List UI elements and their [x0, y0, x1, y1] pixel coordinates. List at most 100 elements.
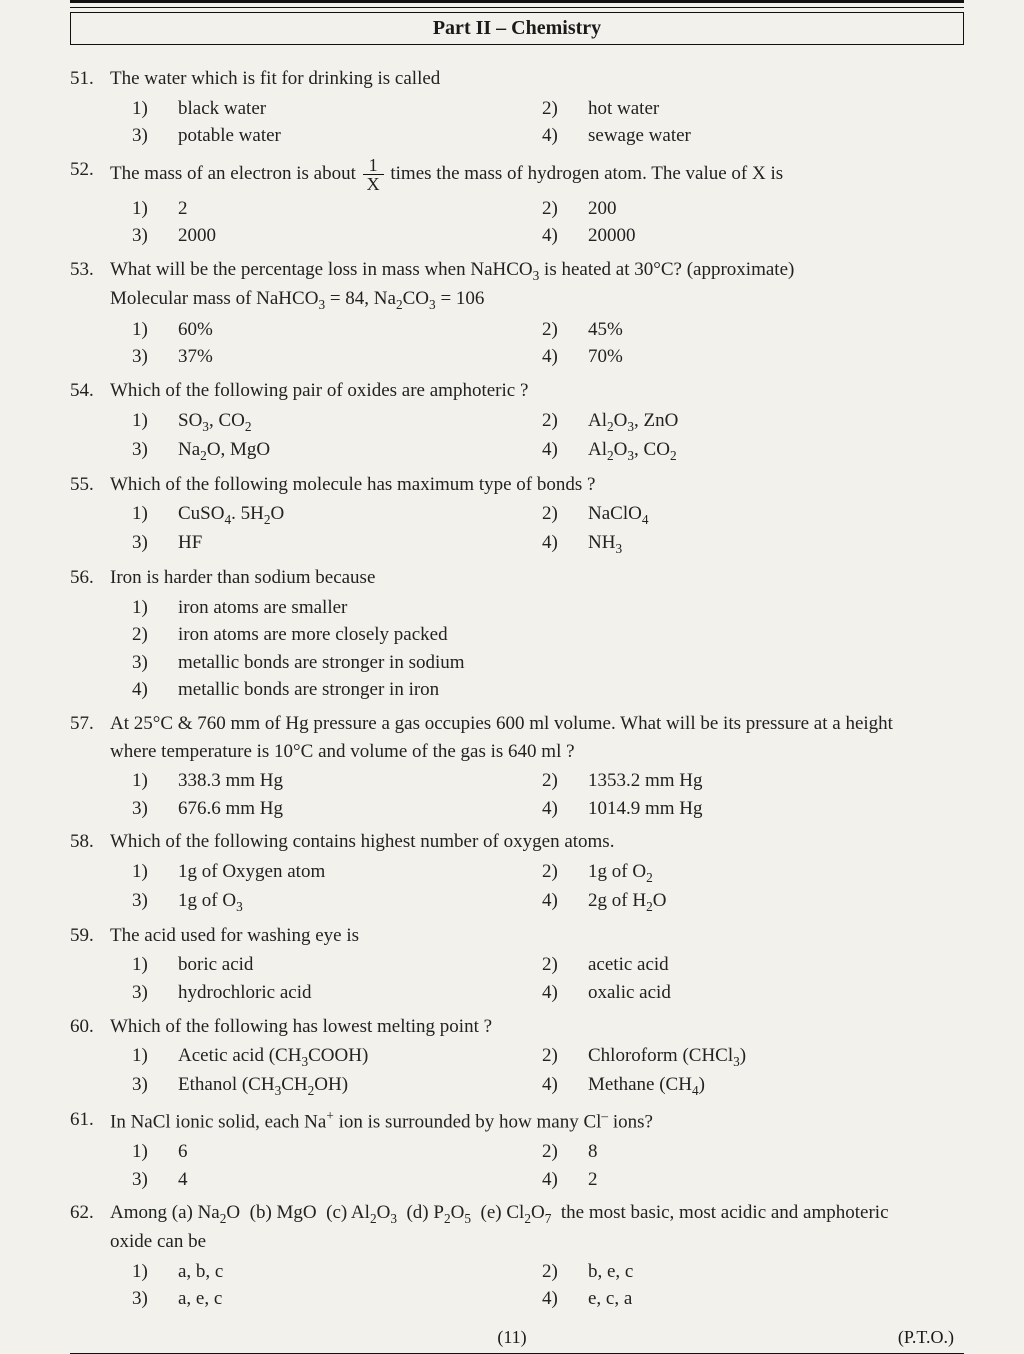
question-number: 52.	[70, 156, 110, 184]
option-text: 1g of Oxygen atom	[178, 858, 325, 886]
question: 58.Which of the following contains highe…	[70, 828, 964, 916]
question-number: 55.	[70, 471, 110, 499]
option-text: 1g of O3	[178, 887, 243, 916]
questions-container: 51.The water which is fit for drinking i…	[70, 65, 964, 1313]
option: 3)676.6 mm Hg	[110, 795, 520, 823]
option-text: 37%	[178, 343, 213, 371]
options: 1)black water2)hot water3)potable water4…	[110, 95, 930, 150]
options: 1)60%2)45%3)37%4)70%	[110, 316, 930, 371]
option: 4)70%	[520, 343, 930, 371]
question-stem: Which of the following contains highest …	[110, 828, 930, 856]
option: 3)37%	[110, 343, 520, 371]
option-text: 2	[178, 195, 188, 223]
option-text: b, e, c	[588, 1258, 633, 1286]
options: 1)boric acid2)acetic acid3)hydrochloric …	[110, 951, 930, 1006]
options: 1)22)2003)20004)20000	[110, 195, 930, 250]
option-text: hot water	[588, 95, 659, 123]
option-text: potable water	[178, 122, 281, 150]
question-stem: Iron is harder than sodium because	[110, 564, 930, 592]
option-number: 2)	[542, 1258, 588, 1286]
option-number: 1)	[132, 1042, 178, 1070]
options: 1)Acetic acid (CH3COOH) 2)Chloroform (CHC…	[110, 1042, 930, 1100]
option-text: HF	[178, 529, 202, 557]
option: 2)b, e, c	[520, 1258, 930, 1286]
option-number: 1)	[132, 500, 178, 528]
question-body: Iron is harder than sodium because1)iron…	[110, 564, 930, 704]
option: 3)1g of O3	[110, 887, 520, 916]
option-number: 2)	[542, 1042, 588, 1070]
option: 4)1014.9 mm Hg	[520, 795, 930, 823]
option-text: 4	[178, 1166, 188, 1194]
option: 2)8	[520, 1138, 930, 1166]
option-number: 3)	[132, 1166, 178, 1194]
section-header: Part II – Chemistry	[70, 12, 964, 45]
option-text: 2g of H2O	[588, 887, 666, 916]
option-text: black water	[178, 95, 266, 123]
option-text: 20000	[588, 222, 636, 250]
option-number: 2)	[542, 316, 588, 344]
options: 1)SO3, CO22)Al2O3, ZnO3)Na2O, MgO4)Al2O3…	[110, 407, 930, 465]
option: 1)a, b, c	[110, 1258, 520, 1286]
option-text: metallic bonds are stronger in sodium	[178, 649, 465, 677]
question-body: Among (a) Na2O (b) MgO (c) Al2O3 (d) P2O…	[110, 1199, 930, 1313]
question-stem: Which of the following pair of oxides ar…	[110, 377, 930, 405]
option: 1)iron atoms are smaller	[110, 594, 930, 622]
option: 4)2g of H2O	[520, 887, 930, 916]
option-number: 2)	[132, 621, 178, 649]
question: 56.Iron is harder than sodium because1)i…	[70, 564, 964, 704]
option-number: 3)	[132, 795, 178, 823]
option-number: 2)	[542, 500, 588, 528]
question-stem: In NaCl ionic solid, each Na+ ion is sur…	[110, 1106, 930, 1136]
option-number: 3)	[132, 1285, 178, 1313]
options: 1)iron atoms are smaller2)iron atoms are…	[110, 594, 930, 704]
question-stem: Which of the following has lowest meltin…	[110, 1013, 930, 1041]
option-text: SO3, CO2	[178, 407, 252, 436]
option-text: Al2O3, ZnO	[588, 407, 678, 436]
option-number: 4)	[542, 343, 588, 371]
question-number: 54.	[70, 377, 110, 405]
option: 4)sewage water	[520, 122, 930, 150]
question: 61.In NaCl ionic solid, each Na+ ion is …	[70, 1106, 964, 1193]
option-number: 2)	[542, 767, 588, 795]
question: 57.At 25°C & 760 mm of Hg pressure a gas…	[70, 710, 964, 822]
question-body: At 25°C & 760 mm of Hg pressure a gas oc…	[110, 710, 930, 822]
option-number: 2)	[542, 195, 588, 223]
option-number: 4)	[542, 1285, 588, 1313]
option-number: 1)	[132, 767, 178, 795]
top-rule	[70, 0, 964, 8]
option-text: 60%	[178, 316, 213, 344]
option: 2)1g of O2	[520, 858, 930, 887]
option-number: 4)	[542, 1071, 588, 1099]
question-number: 51.	[70, 65, 110, 93]
option-number: 3)	[132, 529, 178, 557]
option: 1)2	[110, 195, 520, 223]
option-text: Chloroform (CHCl3)	[588, 1042, 746, 1071]
option-number: 2)	[542, 951, 588, 979]
option: 2)45%	[520, 316, 930, 344]
option: 1)CuSO4. 5H2O	[110, 500, 520, 529]
option-number: 1)	[132, 858, 178, 886]
option-number: 1)	[132, 95, 178, 123]
question-stem: At 25°C & 760 mm of Hg pressure a gas oc…	[110, 710, 930, 765]
question-body: What will be the percentage loss in mass…	[110, 256, 930, 371]
question: 62.Among (a) Na2O (b) MgO (c) Al2O3 (d) …	[70, 1199, 964, 1313]
option-text: acetic acid	[588, 951, 669, 979]
option-text: boric acid	[178, 951, 253, 979]
option: 3)potable water	[110, 122, 520, 150]
option-number: 2)	[542, 95, 588, 123]
option-number: 4)	[542, 122, 588, 150]
question-stem: The mass of an electron is about 1X time…	[110, 156, 930, 193]
options: 1)338.3 mm Hg2)1353.2 mm Hg3)676.6 mm Hg…	[110, 767, 930, 822]
option: 2)200	[520, 195, 930, 223]
question: 59.The acid used for washing eye is1)bor…	[70, 922, 964, 1007]
question-number: 57.	[70, 710, 110, 738]
option-text: iron atoms are more closely packed	[178, 621, 448, 649]
question-number: 58.	[70, 828, 110, 856]
option: 4)metallic bonds are stronger in iron	[110, 676, 930, 704]
option-number: 3)	[132, 436, 178, 464]
option: 1)Acetic acid (CH3COOH)	[110, 1042, 520, 1071]
option-text: Methane (CH4)	[588, 1071, 705, 1100]
question: 53.What will be the percentage loss in m…	[70, 256, 964, 371]
question-body: Which of the following contains highest …	[110, 828, 930, 916]
question: 60.Which of the following has lowest mel…	[70, 1013, 964, 1101]
